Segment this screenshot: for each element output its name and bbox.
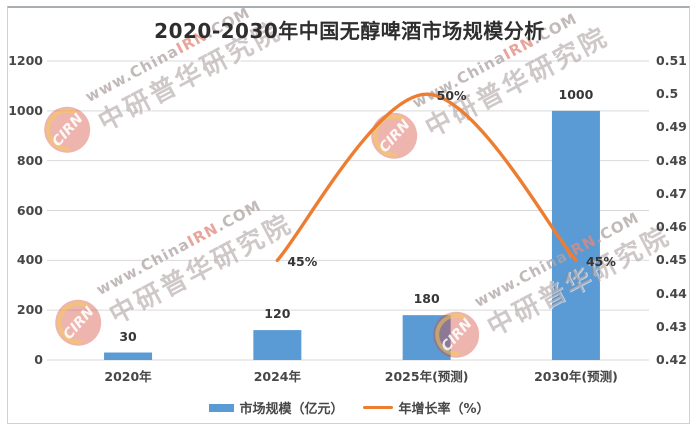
bar-2024年 (253, 330, 302, 360)
legend: 市场规模（亿元） 年增长率（%） (0, 398, 699, 417)
growth-rate-line (275, 92, 578, 263)
bar-2030年(预测) (551, 110, 600, 360)
legend-bar-swatch (209, 403, 235, 412)
legend-line-swatch (363, 405, 394, 410)
legend-line-label: 年增长率（%） (398, 402, 490, 417)
legend-bar-label: 市场规模（亿元） (239, 402, 344, 417)
bar-2020年 (104, 352, 153, 360)
legend-item-growth-rate: 年增长率（%） (349, 398, 490, 417)
chart-frame (7, 6, 690, 424)
legend-item-market-size: 市场规模（亿元） (209, 398, 343, 417)
chart-title: 2020-2030年中国无醇啤酒市场规模分析 (154, 19, 545, 43)
